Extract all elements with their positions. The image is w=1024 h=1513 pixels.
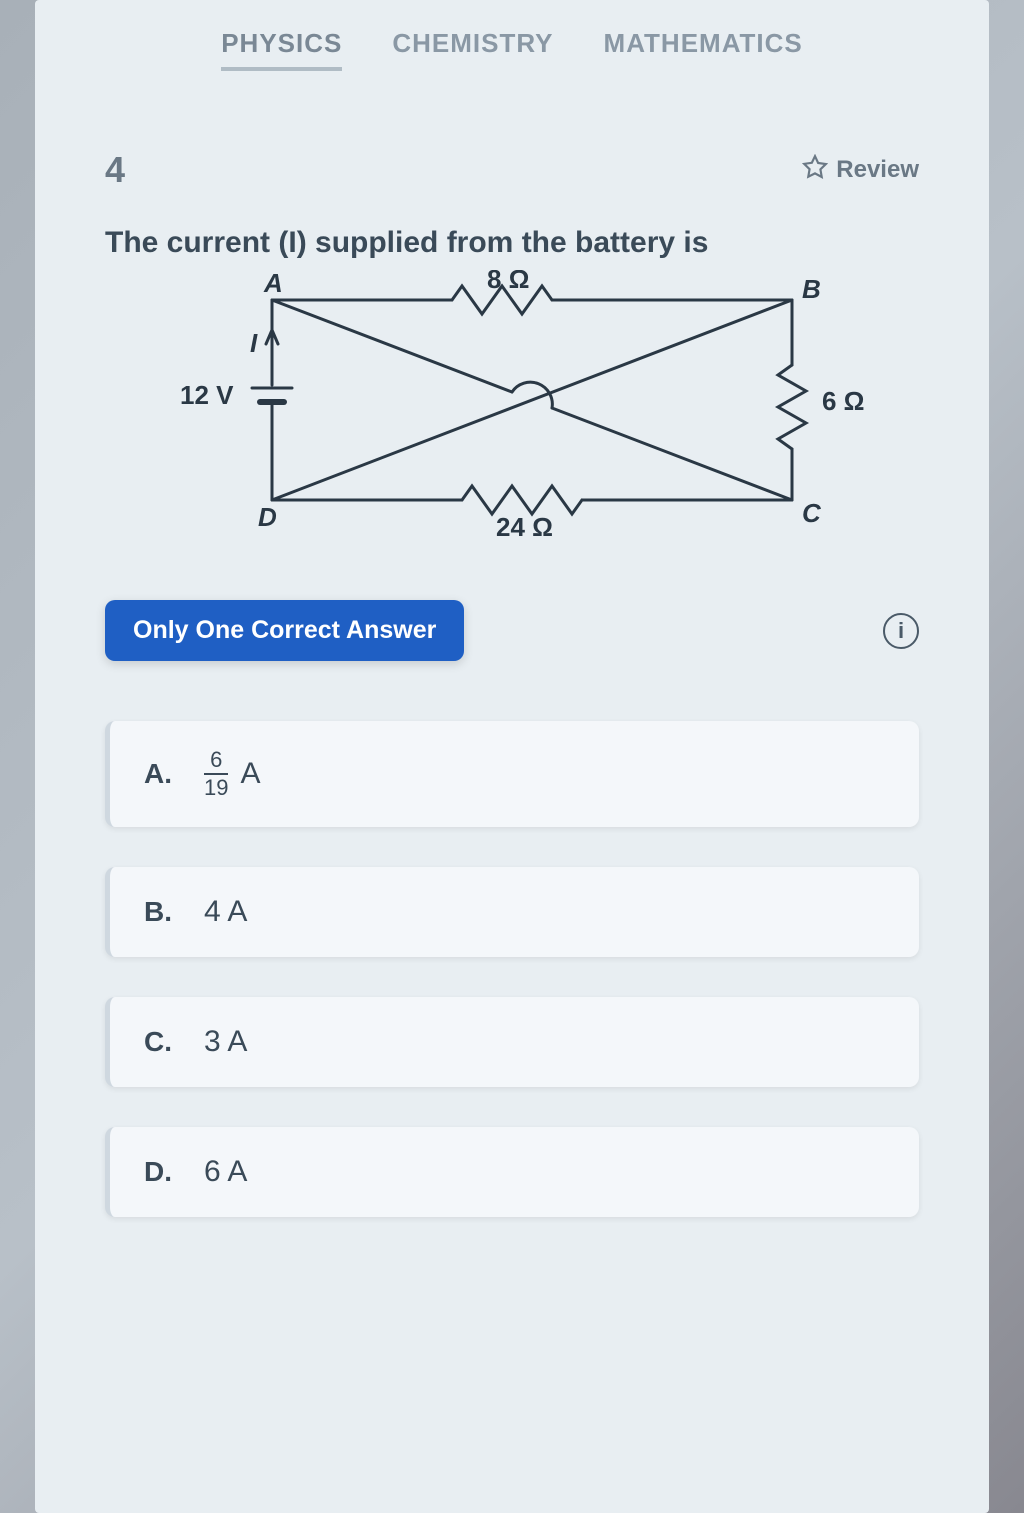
- star-icon: [802, 154, 828, 187]
- tab-physics[interactable]: PHYSICS: [221, 28, 342, 71]
- resistor-bottom-label: 24 Ω: [496, 512, 553, 542]
- option-key: A.: [144, 758, 204, 790]
- subject-tabs: PHYSICS CHEMISTRY MATHEMATICS: [35, 0, 989, 89]
- question-text: The current (I) supplied from the batter…: [105, 226, 919, 260]
- resistor-right-label: 6 Ω: [822, 386, 865, 416]
- option-key: C.: [144, 1026, 204, 1058]
- option-value: 6 A: [204, 1155, 247, 1189]
- tab-chemistry[interactable]: CHEMISTRY: [392, 28, 553, 71]
- option-key: B.: [144, 896, 204, 928]
- option-d[interactable]: D. 6 A: [105, 1127, 919, 1217]
- battery-label: 12 V: [180, 380, 234, 410]
- node-label-c: C: [802, 498, 822, 528]
- answer-type-badge: Only One Correct Answer: [105, 600, 464, 661]
- option-value: 3 A: [204, 1025, 247, 1059]
- option-key: D.: [144, 1156, 204, 1188]
- node-label-d: D: [258, 502, 277, 532]
- node-label-b: B: [802, 274, 821, 304]
- option-value: 619A: [204, 749, 261, 799]
- option-b[interactable]: B. 4 A: [105, 867, 919, 957]
- option-value: 4 A: [204, 895, 247, 929]
- node-label-a: A: [263, 270, 283, 298]
- info-icon[interactable]: i: [883, 613, 919, 649]
- resistor-top-label: 8 Ω: [487, 270, 530, 294]
- review-button[interactable]: Review: [802, 154, 919, 187]
- tab-mathematics[interactable]: MATHEMATICS: [604, 28, 803, 71]
- current-label: I: [250, 328, 258, 358]
- option-a[interactable]: A. 619A: [105, 721, 919, 827]
- circuit-diagram: A B C D 8 Ω 6 Ω 24 Ω 12 V I: [105, 270, 919, 550]
- review-label: Review: [836, 156, 919, 184]
- option-c[interactable]: C. 3 A: [105, 997, 919, 1087]
- question-number: 4: [105, 149, 125, 191]
